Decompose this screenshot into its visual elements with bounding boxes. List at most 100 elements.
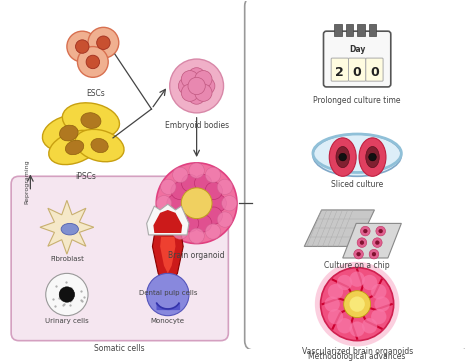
Circle shape [67,31,98,62]
Circle shape [339,153,346,161]
Circle shape [362,318,377,333]
Ellipse shape [81,113,101,129]
FancyBboxPatch shape [323,31,391,87]
Text: Fibroblast: Fibroblast [50,256,84,262]
Text: Dental pulp cells: Dental pulp cells [138,290,197,296]
Text: 2: 2 [336,66,344,79]
Text: Brain organoid: Brain organoid [168,251,225,260]
Circle shape [194,215,212,232]
Ellipse shape [43,115,95,151]
Text: Embryoid bodies: Embryoid bodies [164,121,228,130]
Text: Monocyte: Monocyte [151,317,185,324]
Circle shape [217,212,233,227]
Circle shape [328,309,343,324]
FancyBboxPatch shape [348,58,366,81]
Ellipse shape [63,103,119,138]
Circle shape [369,153,376,161]
Polygon shape [304,210,374,247]
Circle shape [156,195,172,211]
Circle shape [373,238,382,247]
Text: iPSCs: iPSCs [76,172,97,181]
Circle shape [205,224,221,239]
Circle shape [356,252,361,256]
Circle shape [357,238,367,247]
Circle shape [181,188,212,219]
Circle shape [173,224,188,239]
Text: Methodological advances: Methodological advances [309,352,406,361]
Circle shape [75,40,89,53]
Text: Somatic cells: Somatic cells [94,345,145,354]
FancyBboxPatch shape [11,176,228,341]
Ellipse shape [75,129,124,162]
Circle shape [349,272,365,287]
Bar [334,25,342,36]
Circle shape [328,284,343,299]
Circle shape [376,226,385,236]
Ellipse shape [91,139,108,153]
Circle shape [188,77,205,94]
Circle shape [195,84,212,101]
Ellipse shape [65,140,84,155]
Polygon shape [40,200,94,254]
Circle shape [325,296,340,312]
FancyBboxPatch shape [331,58,348,81]
Circle shape [171,182,188,199]
Circle shape [188,68,205,85]
Ellipse shape [61,223,78,235]
Circle shape [364,229,367,233]
Circle shape [167,194,184,212]
Circle shape [362,275,377,290]
Circle shape [194,174,212,192]
Text: 0: 0 [353,66,362,79]
Circle shape [360,241,364,245]
Circle shape [189,163,204,178]
Circle shape [315,262,400,346]
Circle shape [46,273,88,316]
Circle shape [171,207,188,224]
Ellipse shape [336,147,349,168]
Circle shape [173,167,188,182]
Text: Day: Day [349,45,365,54]
Circle shape [59,287,74,302]
Circle shape [182,174,199,192]
Circle shape [205,182,222,199]
FancyBboxPatch shape [245,0,470,350]
Circle shape [374,296,390,312]
Circle shape [88,28,119,58]
Circle shape [217,179,233,194]
Circle shape [198,77,215,94]
Circle shape [209,194,227,212]
Circle shape [86,55,100,69]
Circle shape [181,71,199,88]
Circle shape [371,284,386,299]
Text: 0: 0 [370,66,379,79]
Circle shape [337,275,352,290]
Circle shape [379,229,383,233]
Ellipse shape [49,130,100,165]
Circle shape [361,226,370,236]
Polygon shape [153,235,183,285]
Ellipse shape [329,138,356,176]
Circle shape [77,47,108,77]
Circle shape [344,291,371,317]
Circle shape [320,268,393,341]
Bar [357,25,365,36]
Bar [369,25,376,36]
FancyBboxPatch shape [366,58,383,81]
Bar [346,25,353,36]
Circle shape [354,249,364,259]
Circle shape [188,87,205,104]
Circle shape [349,296,365,312]
Circle shape [349,321,365,337]
Ellipse shape [313,134,401,176]
Circle shape [337,318,352,333]
Circle shape [371,309,386,324]
Text: ESCs: ESCs [86,89,105,98]
Text: Vascularized brain organoids: Vascularized brain organoids [301,348,413,356]
Text: Prolonged culture time: Prolonged culture time [313,96,401,105]
Circle shape [205,207,222,224]
Circle shape [369,249,379,259]
Polygon shape [154,210,182,233]
Polygon shape [343,223,401,258]
Ellipse shape [359,138,386,176]
